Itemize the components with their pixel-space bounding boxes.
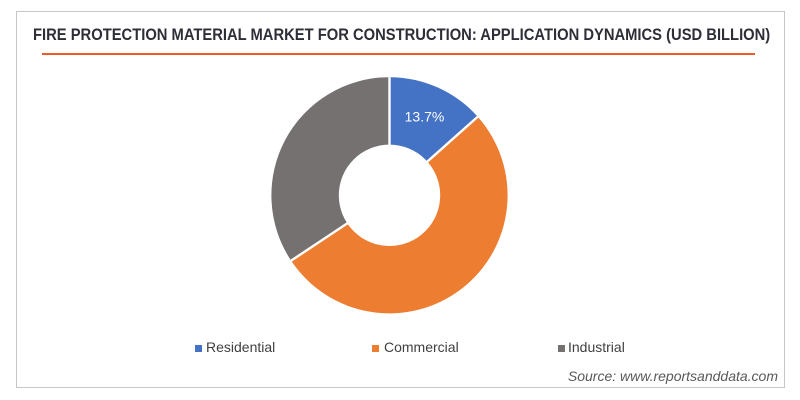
svg-text:13.7%: 13.7% — [405, 109, 445, 125]
